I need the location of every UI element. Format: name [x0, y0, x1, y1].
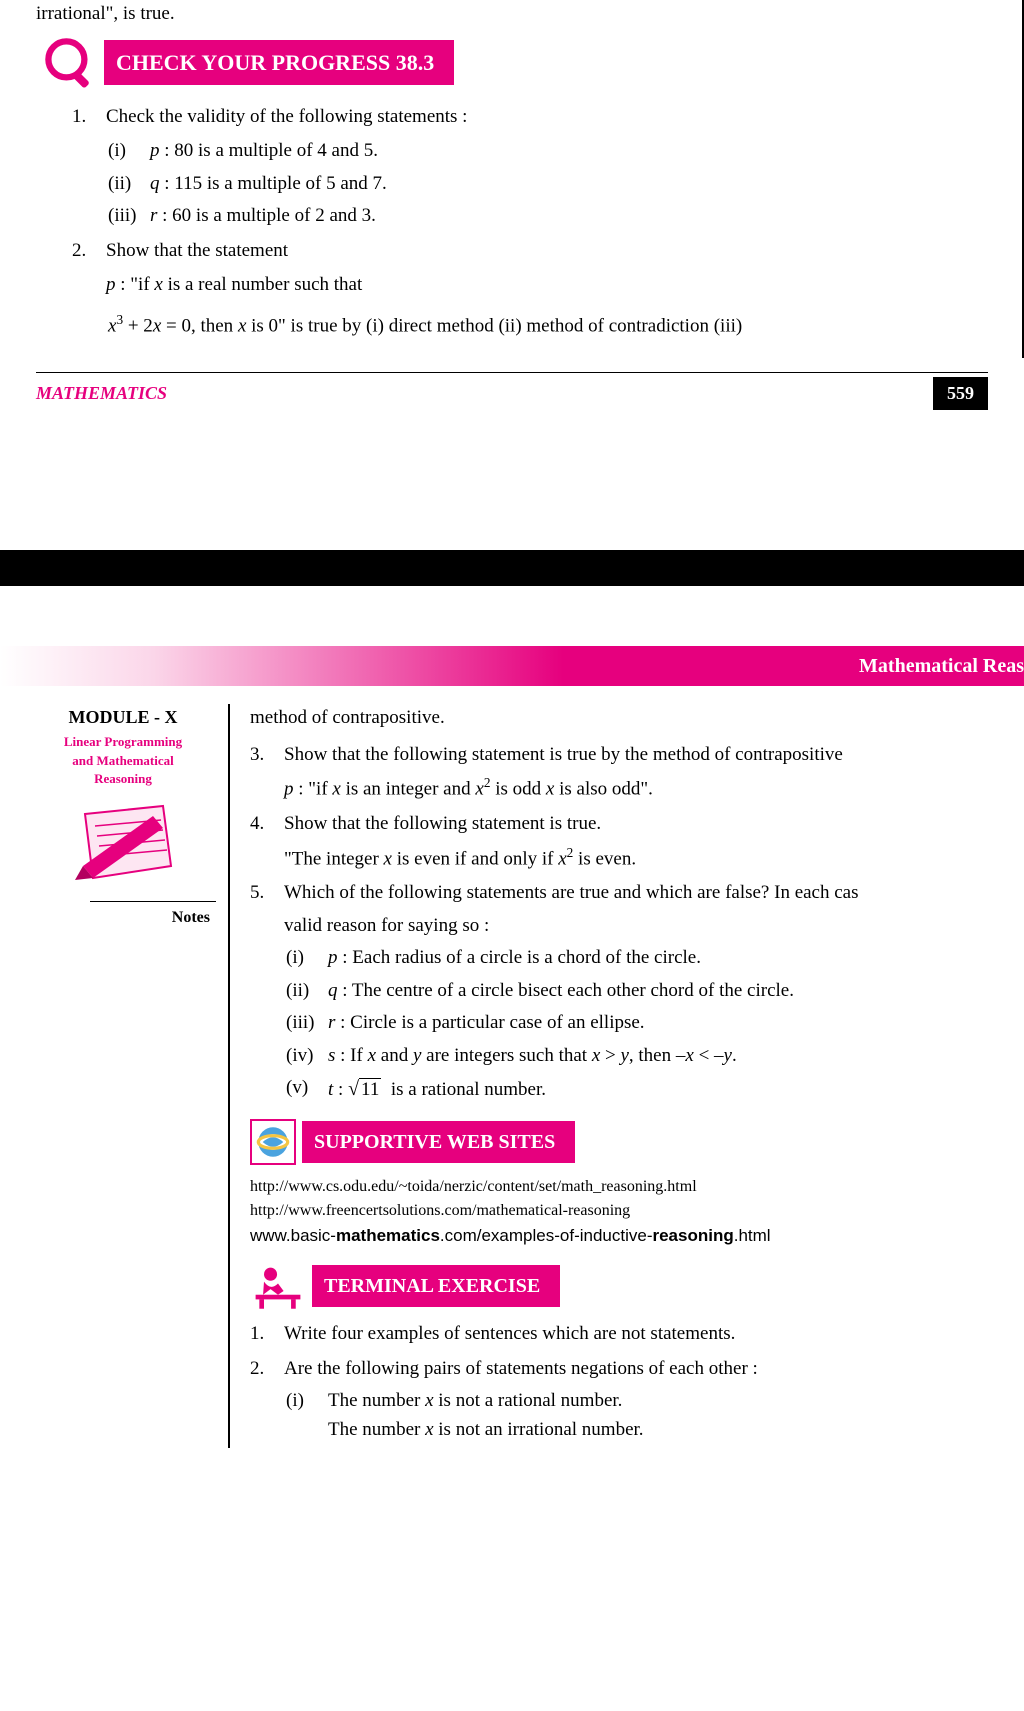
question-text: Check the validity of the following stat… — [106, 103, 467, 132]
magnifier-q-icon — [42, 35, 98, 91]
question-4: 4.Show that the following statement is t… — [250, 810, 994, 839]
module-subtitle: Linear Programming and Mathematical Reas… — [30, 733, 216, 788]
statement-p: p : "if x is a real number such that — [70, 271, 1002, 300]
notes-label: Notes — [30, 906, 216, 930]
page-separator — [0, 550, 1024, 586]
text-fragment: irrational", is true. — [36, 0, 1002, 29]
sub-item: (iii)r : 60 is a multiple of 2 and 3. — [108, 202, 1002, 231]
module-title: MODULE - X — [30, 704, 216, 731]
check-progress-badge: CHECK YOUR PROGRESS 38.3 — [104, 40, 454, 85]
question-5-cont: valid reason for saying so : — [284, 912, 994, 941]
link[interactable]: http://www.freencertsolutions.com/mathem… — [250, 1199, 994, 1223]
internet-icon — [250, 1119, 296, 1165]
question-number: 2. — [72, 237, 106, 266]
continuation-text: method of contrapositive. — [250, 704, 994, 735]
equation-line: x3 + 2x = 0, then x is 0" is true by (i)… — [36, 310, 1002, 341]
question-2: 2. Show that the statement — [72, 237, 1002, 266]
sidebar: MODULE - X Linear Programming and Mathem… — [30, 704, 230, 1448]
supportive-sites-badge: SUPPORTIVE WEB SITES — [302, 1121, 575, 1163]
footer-subject: MATHEMATICS — [36, 380, 167, 407]
sub-item: (iii)r : Circle is a particular case of … — [286, 1009, 994, 1038]
terminal-exercise-badge: TERMINAL EXERCISE — [312, 1265, 560, 1307]
question-3: 3.Show that the following statement is t… — [250, 741, 994, 770]
terminal-exercise-header: TERMINAL EXERCISE — [250, 1262, 994, 1310]
check-progress-header: CHECK YOUR PROGRESS 38.3 — [42, 35, 1002, 91]
sub-item: (iv)s : If x and y are integers such tha… — [286, 1042, 994, 1071]
question-1: 1. Check the validity of the following s… — [72, 103, 1002, 132]
link[interactable]: http://www.cs.odu.edu/~toida/nerzic/cont… — [250, 1175, 994, 1199]
sub-item: (ii)q : 115 is a multiple of 5 and 7. — [108, 170, 1002, 199]
sub-item: (ii)q : The centre of a circle bisect ea… — [286, 977, 994, 1006]
supportive-sites-header: SUPPORTIVE WEB SITES — [250, 1119, 994, 1165]
chapter-banner: Mathematical Reas — [0, 646, 1024, 686]
person-desk-icon — [250, 1262, 306, 1310]
sub-item: (v)t : √11 is a rational number. — [286, 1074, 994, 1105]
question-number: 1. — [72, 103, 106, 132]
question-5: 5.Which of the following statements are … — [250, 879, 994, 908]
main-content: method of contrapositive. 3.Show that th… — [230, 704, 994, 1448]
sub-item: (i)p : 80 is a multiple of 4 and 5. — [108, 137, 1002, 166]
link[interactable]: www.basic-mathematics.com/examples-of-in… — [250, 1223, 994, 1249]
links-block: http://www.cs.odu.edu/~toida/nerzic/cont… — [250, 1175, 994, 1249]
sub-item: (i)p : Each radius of a circle is a chor… — [286, 944, 994, 973]
terminal-q1: 1.Write four examples of sentences which… — [250, 1320, 994, 1349]
question-text: Show that the statement — [106, 237, 288, 266]
terminal-q2: 2.Are the following pairs of statements … — [250, 1355, 994, 1384]
statement: "The integer x is even if and only if x2… — [284, 843, 994, 874]
page-number: 559 — [933, 377, 988, 410]
sub-item: (i) The number x is not a rational numbe… — [286, 1387, 994, 1444]
notepad-icon — [63, 796, 183, 896]
statement: p : "if x is an integer and x2 is odd x … — [284, 773, 994, 804]
